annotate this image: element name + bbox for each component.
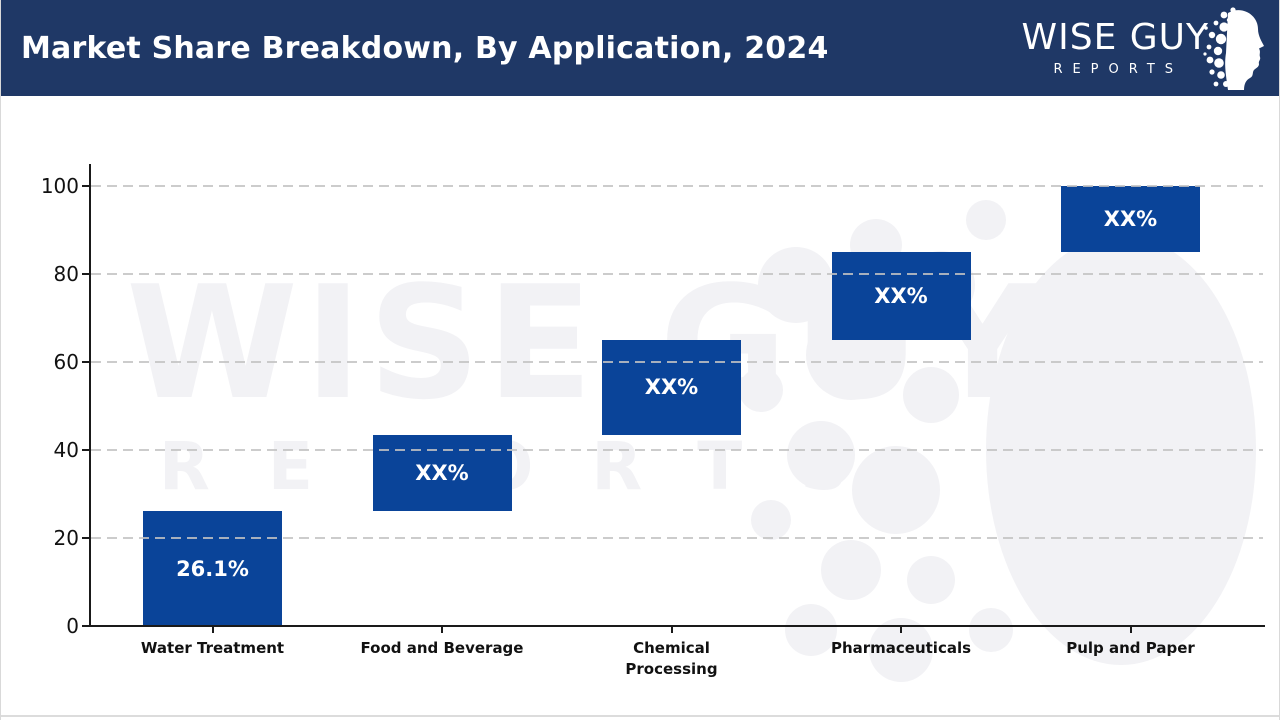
y-tick-mark [82, 361, 89, 363]
x-category-label: Water Treatment [140, 639, 285, 657]
logo-text: WISE GUY REPORTS [1021, 16, 1210, 77]
x-tick-mark [900, 627, 902, 633]
y-tick-mark [82, 537, 89, 539]
y-tick-label: 60 [53, 350, 79, 374]
logo-name: WISE GUY [1021, 16, 1209, 58]
y-tick-label: 100 [40, 174, 79, 198]
y-axis-line [89, 164, 91, 625]
waterfall-chart: 0 20 40 60 80 100 26.1% Water Treatment XX% Food … [1, 96, 1279, 720]
x-tick-mark [211, 627, 214, 633]
gridline-y-20 [91, 537, 1263, 539]
y-tick-mark [82, 273, 89, 275]
gridline-y-80 [91, 273, 1263, 275]
x-category-label: Pharmaceuticals [830, 639, 972, 657]
header-band: Market Share Breakdown, By Application, … [1, 0, 1279, 96]
wise-guy-head-icon [1203, 7, 1264, 91]
bar-value-label: XX% [1103, 207, 1158, 231]
bottom-border [1, 715, 1279, 717]
watermark-head-dots [739, 200, 1256, 682]
y-tick-label: 20 [53, 526, 79, 550]
x-tick-mark [1129, 627, 1132, 633]
x-category-label: Pulp and Paper [1066, 639, 1195, 657]
y-tick-mark [82, 625, 89, 627]
x-tick-mark [670, 627, 673, 633]
x-tick-mark [441, 627, 443, 633]
gridline-y-40 [91, 449, 1263, 451]
bar-food-and-beverage: XX% [372, 434, 512, 512]
y-tick-label: 0 [66, 614, 79, 638]
x-axis-line [89, 625, 1265, 627]
bar-pharmaceuticals: XX% [831, 252, 971, 340]
bar-chemical-processing: XX% [602, 340, 741, 435]
page-title: Market Share Breakdown, By Application, … [21, 30, 829, 66]
bar-value-label: XX% [415, 460, 469, 485]
wise-guy-logo: WISE GUY REPORTS [1022, 4, 1274, 92]
logo-tagline: REPORTS [1053, 61, 1184, 77]
y-tick-label: 80 [53, 262, 79, 286]
y-tick-mark [82, 185, 89, 187]
y-tick-label: 40 [53, 438, 79, 462]
bar-value-label: 26.1% [176, 556, 249, 581]
gridline-y-100 [91, 185, 1263, 187]
bar-value-label: XX% [644, 375, 699, 400]
x-category-label: Food and Beverage [360, 639, 524, 657]
bar-value-label: XX% [874, 284, 928, 308]
y-tick-mark [82, 449, 89, 451]
bar-water-treatment: 26.1% [143, 511, 282, 626]
gridline-y-60 [91, 361, 1263, 363]
bar-pulp-and-paper: XX% [1061, 186, 1200, 252]
x-category-label: Chemical Processing [625, 639, 718, 678]
